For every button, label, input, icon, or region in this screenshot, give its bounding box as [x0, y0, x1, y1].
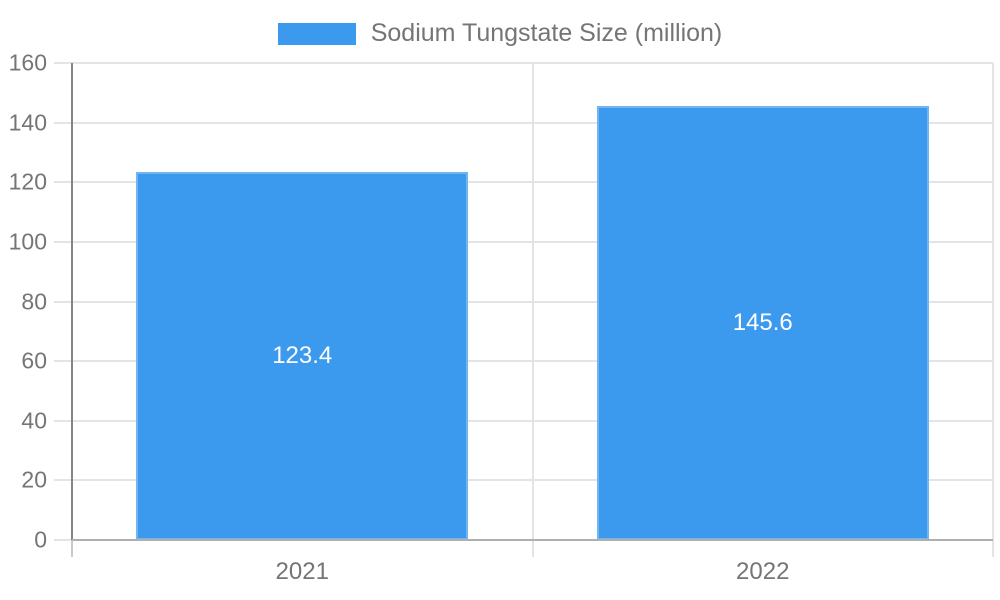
chart-legend: Sodium Tungstate Size (million)	[0, 19, 1000, 48]
legend-label: Sodium Tungstate Size (million)	[370, 19, 723, 47]
gridline-vertical	[531, 63, 534, 540]
gridline-vertical	[992, 63, 994, 540]
legend-swatch	[277, 22, 356, 45]
bar-2022: 145.6	[596, 105, 929, 540]
y-axis-tick-label: 0	[34, 526, 47, 553]
y-axis-tick	[54, 360, 72, 363]
y-axis-tick	[54, 300, 72, 303]
plot-area: 0 20 40 60 80 100 120 140 160 123.4 2021 145.6 2022	[9, 51, 994, 585]
y-axis-tick-extension	[71, 540, 73, 557]
y-axis-tick-label: 60	[21, 347, 47, 374]
bar-value-label: 123.4	[272, 342, 333, 370]
y-axis-tick	[54, 181, 72, 184]
y-axis-tick-label: 100	[8, 228, 47, 255]
y-axis-tick-label: 80	[21, 288, 47, 314]
y-axis-tick	[54, 419, 72, 422]
x-axis-tick	[531, 540, 534, 557]
y-axis-tick-label: 40	[21, 407, 47, 434]
y-axis-tick-label: 140	[8, 109, 47, 136]
x-axis-line	[72, 539, 993, 541]
x-axis-category-label: 2021	[275, 558, 329, 585]
bar-2021: 123.4	[136, 172, 469, 540]
y-axis-tick	[54, 539, 72, 541]
bar-value-label: 145.6	[732, 308, 793, 336]
y-axis-tick-label: 20	[21, 466, 47, 493]
category-slot: 123.4	[72, 63, 533, 540]
y-axis-tick	[54, 62, 72, 64]
y-axis-tick-label: 120	[8, 168, 47, 195]
x-axis-category-label: 2022	[736, 558, 790, 585]
y-axis-tick	[54, 479, 72, 482]
y-axis-tick	[54, 240, 72, 243]
y-axis-line	[71, 63, 73, 540]
y-axis-tick-label: 160	[8, 49, 47, 76]
category-slot: 145.6	[533, 63, 994, 540]
x-axis-tick	[992, 540, 994, 557]
y-axis-tick	[54, 121, 72, 124]
